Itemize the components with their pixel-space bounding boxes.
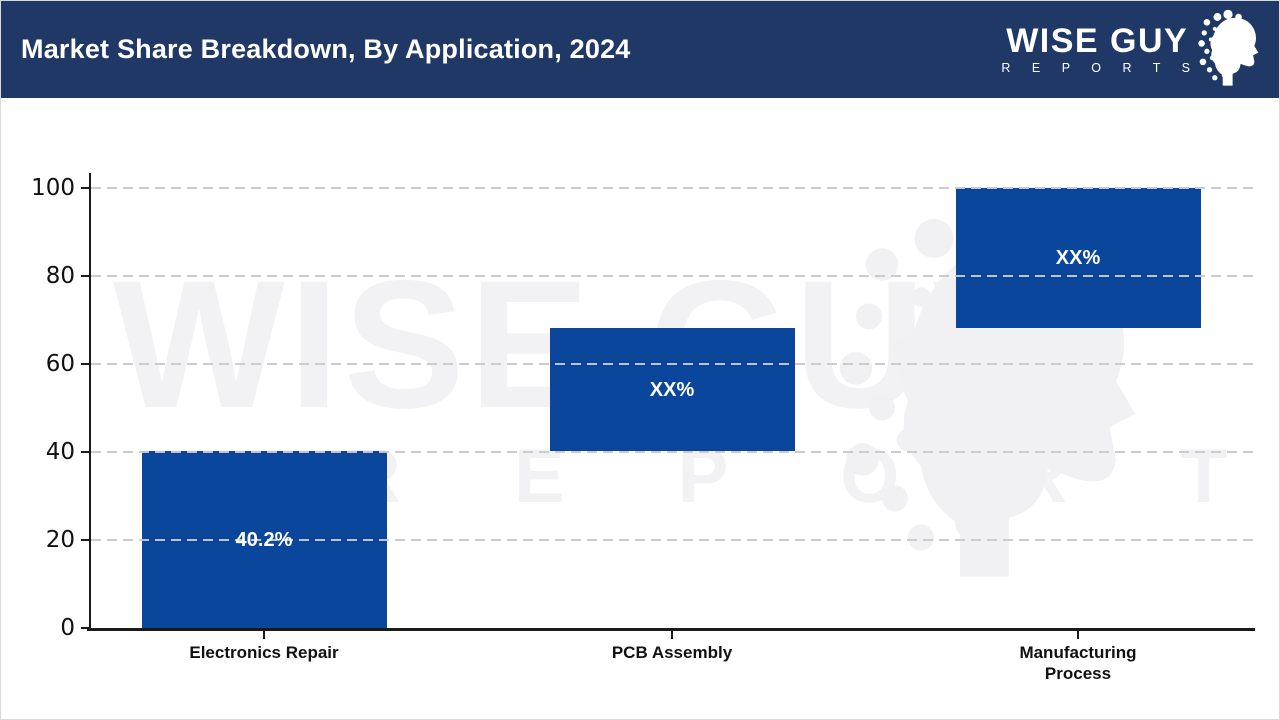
bar-value-label: XX% [649, 378, 695, 401]
y-tick-label: 100 [31, 175, 75, 201]
x-tick [671, 631, 673, 639]
gridline [91, 275, 1254, 277]
y-tick [81, 363, 89, 365]
report-header: Market Share Breakdown, By Application, … [1, 1, 1279, 98]
y-tick [81, 451, 89, 453]
y-tick-label: 20 [45, 527, 75, 553]
gridline [91, 451, 1254, 453]
y-tick-label: 80 [45, 263, 75, 289]
y-axis-line [89, 173, 91, 630]
x-tick-label: Electronics Repair [189, 643, 339, 662]
logo-wordmark: WISE GUY [1006, 22, 1189, 61]
bar-value-label: 40.2% [235, 528, 293, 551]
bar [549, 327, 795, 452]
logo-subtitle: R E P O R T S [1001, 61, 1199, 76]
x-tick-label: Manufacturing Process [1019, 643, 1137, 683]
gridline [91, 363, 1254, 365]
page-title: Market Share Breakdown, By Application, … [21, 34, 631, 64]
wiseguy-logo-text: WISE GUY R E P O R T S [995, 24, 1199, 75]
gridline [91, 539, 1254, 541]
y-tick [81, 275, 89, 277]
x-tick-label: PCB Assembly [611, 643, 733, 662]
x-tick [263, 631, 265, 639]
y-tick [81, 539, 89, 541]
bar-value-label: XX% [1055, 246, 1101, 269]
y-tick-label: 0 [60, 615, 75, 641]
y-tick-label: 60 [45, 351, 75, 377]
gridline [91, 187, 1254, 189]
y-tick-label: 40 [45, 439, 75, 465]
wiseguy-logo: WISE GUY R E P O R T S [995, 8, 1261, 92]
y-tick [81, 627, 89, 629]
x-axis-line [87, 628, 1255, 631]
y-tick [81, 187, 89, 189]
x-tick [1077, 631, 1079, 639]
